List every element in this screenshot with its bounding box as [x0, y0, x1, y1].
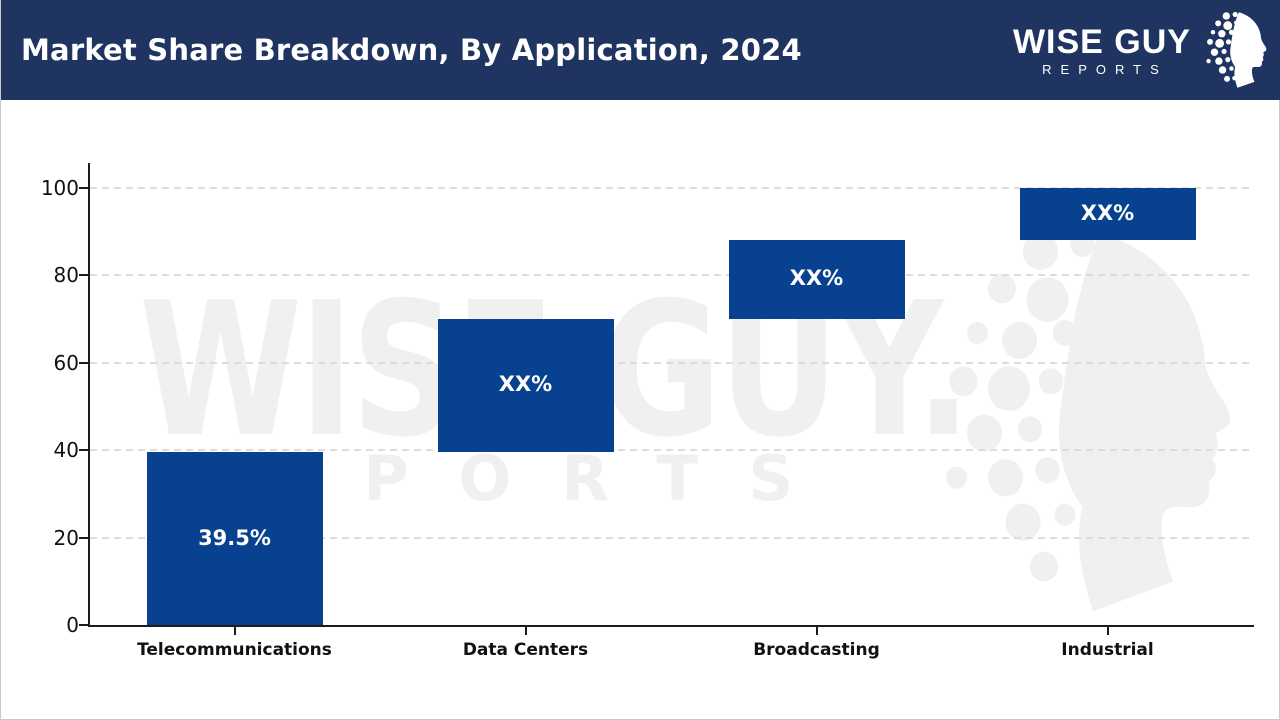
header-bar: Market Share Breakdown, By Application, … [1, 0, 1280, 100]
bar-segment [437, 318, 614, 453]
wiseguy-logo: WISE GUY REPORTS [1013, 8, 1267, 92]
x-tick [524, 627, 527, 635]
gridline-20 [90, 536, 1253, 539]
y-axis-line [88, 163, 90, 627]
y-tick-40 [79, 449, 88, 451]
bar-value-label: 39.5% [198, 525, 271, 550]
gridline-60 [90, 361, 1253, 364]
chart-area: WISE GUY. REPORTS 0 20 40 60 80 100 39.5% Telec… [1, 100, 1280, 720]
wiseguy-logo-text: WISE GUY REPORTS [1013, 25, 1191, 76]
category-label: Industrial [1061, 640, 1154, 660]
category-label: Broadcasting [753, 640, 880, 660]
bar-segment [146, 452, 323, 625]
y-tick-60 [79, 361, 88, 364]
watermark-face-icon [946, 230, 1231, 612]
y-tick-label: 40 [53, 438, 79, 462]
y-tick-20 [79, 536, 88, 539]
x-tick [233, 627, 236, 635]
y-tick-label: 80 [53, 263, 79, 287]
bar-value-label: XX% [498, 372, 553, 397]
bar-segment [728, 240, 905, 319]
x-tick [1106, 627, 1109, 635]
y-tick-0 [79, 624, 88, 626]
y-tick-label: 100 [40, 175, 79, 200]
bar-value-label: XX% [1080, 200, 1135, 225]
bar-segment [1019, 187, 1196, 240]
x-axis-line [88, 625, 1254, 627]
logo-subtitle: REPORTS [1042, 61, 1168, 77]
y-tick-100 [79, 186, 88, 189]
y-tick-label: 20 [53, 525, 79, 550]
wiseguy-face-icon [1206, 11, 1267, 88]
gridline-40 [90, 449, 1253, 451]
gridline-80 [90, 274, 1253, 276]
y-tick-80 [79, 274, 88, 276]
x-tick [815, 627, 818, 635]
page-title: Market Share Breakdown, By Application, … [21, 33, 802, 67]
y-tick-label: 60 [53, 350, 79, 375]
category-label: Telecommunications [137, 640, 332, 660]
logo-wordmark: WISE GUY [1012, 22, 1191, 61]
category-label: Data Centers [462, 640, 589, 660]
gridline-100 [90, 186, 1253, 189]
y-tick-label: 0 [66, 613, 79, 637]
bar-value-label: XX% [789, 266, 844, 291]
